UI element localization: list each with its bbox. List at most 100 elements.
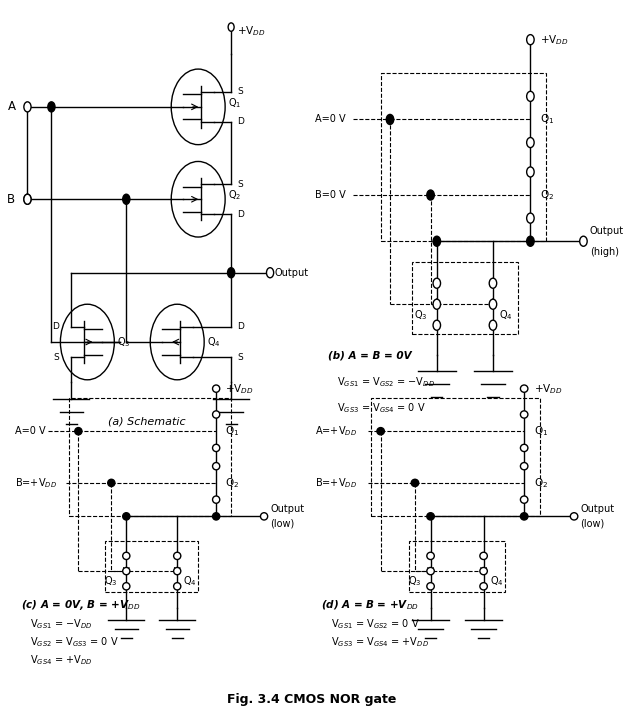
Text: Q$_4$: Q$_4$	[207, 335, 221, 349]
Circle shape	[527, 167, 534, 177]
Text: Q$_4$: Q$_4$	[183, 574, 197, 588]
Circle shape	[527, 213, 534, 223]
Circle shape	[173, 583, 181, 590]
Circle shape	[260, 513, 268, 520]
Text: V$_{GS4}$ = +V$_{DD}$: V$_{GS4}$ = +V$_{DD}$	[31, 653, 93, 667]
Bar	[69, 397, 231, 516]
Circle shape	[24, 194, 31, 204]
Circle shape	[520, 445, 528, 452]
Bar	[412, 262, 518, 334]
Text: A=+V$_{DD}$: A=+V$_{DD}$	[315, 424, 357, 438]
Text: Fig. 3.4 CMOS NOR gate: Fig. 3.4 CMOS NOR gate	[227, 693, 397, 706]
Circle shape	[266, 268, 274, 278]
Circle shape	[427, 513, 434, 520]
Text: D: D	[237, 322, 244, 332]
Circle shape	[411, 479, 419, 487]
Circle shape	[123, 568, 130, 575]
Circle shape	[427, 552, 434, 560]
Circle shape	[213, 385, 220, 392]
Text: Q$_3$: Q$_3$	[104, 574, 117, 588]
Text: Q$_3$: Q$_3$	[407, 574, 421, 588]
Circle shape	[480, 552, 487, 560]
Text: Q$_2$: Q$_2$	[540, 188, 554, 202]
Text: Q$_3$: Q$_3$	[117, 335, 131, 349]
Text: V$_{GS3}$ = V$_{GS4}$ = +V$_{DD}$: V$_{GS3}$ = V$_{GS4}$ = +V$_{DD}$	[331, 635, 429, 649]
Text: Q$_1$: Q$_1$	[225, 424, 240, 438]
Circle shape	[228, 23, 234, 31]
Text: V$_{GS1}$ = V$_{GS2}$ = 0 V: V$_{GS1}$ = V$_{GS2}$ = 0 V	[331, 617, 419, 631]
Text: A: A	[7, 101, 16, 114]
Text: +V$_{DD}$: +V$_{DD}$	[540, 33, 568, 46]
Circle shape	[527, 91, 534, 101]
Circle shape	[123, 513, 130, 520]
Circle shape	[427, 583, 434, 590]
Text: Output: Output	[275, 268, 309, 278]
Circle shape	[520, 385, 528, 392]
Circle shape	[427, 190, 434, 200]
Text: Q$_1$: Q$_1$	[534, 424, 548, 438]
Circle shape	[123, 552, 130, 560]
Circle shape	[213, 513, 220, 520]
Circle shape	[433, 320, 441, 330]
Circle shape	[480, 568, 487, 575]
Circle shape	[433, 278, 441, 288]
Text: Q$_1$: Q$_1$	[228, 96, 241, 109]
Circle shape	[527, 35, 534, 45]
Text: D: D	[237, 117, 244, 127]
Circle shape	[480, 583, 487, 590]
Circle shape	[377, 428, 384, 435]
Circle shape	[75, 428, 82, 435]
Text: Output: Output	[590, 226, 624, 236]
Text: Q$_2$: Q$_2$	[225, 476, 239, 490]
Text: Q$_1$: Q$_1$	[540, 112, 554, 127]
Circle shape	[520, 496, 528, 503]
Circle shape	[386, 114, 394, 125]
Circle shape	[123, 583, 130, 590]
Text: +V$_{DD}$: +V$_{DD}$	[225, 382, 254, 395]
Circle shape	[48, 102, 55, 112]
Text: V$_{GS3}$ = V$_{GS4}$ = 0 V: V$_{GS3}$ = V$_{GS4}$ = 0 V	[337, 401, 426, 415]
Text: (a) Schematic: (a) Schematic	[109, 416, 186, 426]
Text: +V$_{DD}$: +V$_{DD}$	[237, 25, 266, 38]
Text: Q$_4$: Q$_4$	[490, 574, 504, 588]
Text: (low): (low)	[580, 519, 605, 529]
Text: S: S	[237, 88, 243, 96]
Text: Output: Output	[580, 504, 615, 514]
Text: S: S	[237, 180, 243, 189]
Circle shape	[527, 236, 534, 246]
Circle shape	[213, 496, 220, 503]
Circle shape	[213, 445, 220, 452]
Bar	[381, 73, 546, 241]
Text: Q$_3$: Q$_3$	[414, 308, 427, 322]
Circle shape	[527, 138, 534, 148]
Circle shape	[213, 411, 220, 418]
Circle shape	[520, 513, 528, 520]
Text: D: D	[52, 322, 59, 332]
Text: B: B	[7, 193, 16, 206]
Circle shape	[24, 194, 31, 204]
Text: (c) A = 0V, B = +V$_{DD}$: (c) A = 0V, B = +V$_{DD}$	[21, 599, 141, 613]
Text: B=+V$_{DD}$: B=+V$_{DD}$	[16, 476, 57, 490]
Circle shape	[108, 479, 115, 487]
Bar	[371, 397, 540, 516]
Text: A=0 V: A=0 V	[315, 114, 346, 125]
Circle shape	[489, 320, 497, 330]
Text: (low): (low)	[270, 519, 295, 529]
Bar	[105, 541, 198, 592]
Text: (b) A = B = 0V: (b) A = B = 0V	[328, 350, 411, 361]
Text: +V$_{DD}$: +V$_{DD}$	[534, 382, 562, 395]
Text: B=+V$_{DD}$: B=+V$_{DD}$	[315, 476, 357, 490]
Text: (high): (high)	[590, 247, 618, 257]
Bar	[409, 541, 505, 592]
Circle shape	[489, 299, 497, 309]
Text: Output: Output	[270, 504, 304, 514]
Text: Q$_2$: Q$_2$	[534, 476, 548, 490]
Circle shape	[580, 236, 587, 246]
Circle shape	[228, 268, 235, 278]
Text: (d) A = B = +V$_{DD}$: (d) A = B = +V$_{DD}$	[321, 599, 419, 612]
Text: Q$_2$: Q$_2$	[228, 188, 241, 202]
Text: V$_{GS1}$ = V$_{GS2}$ = $-$V$_{DD}$: V$_{GS1}$ = V$_{GS2}$ = $-$V$_{DD}$	[337, 376, 435, 390]
Circle shape	[123, 194, 130, 204]
Circle shape	[173, 552, 181, 560]
Circle shape	[520, 463, 528, 470]
